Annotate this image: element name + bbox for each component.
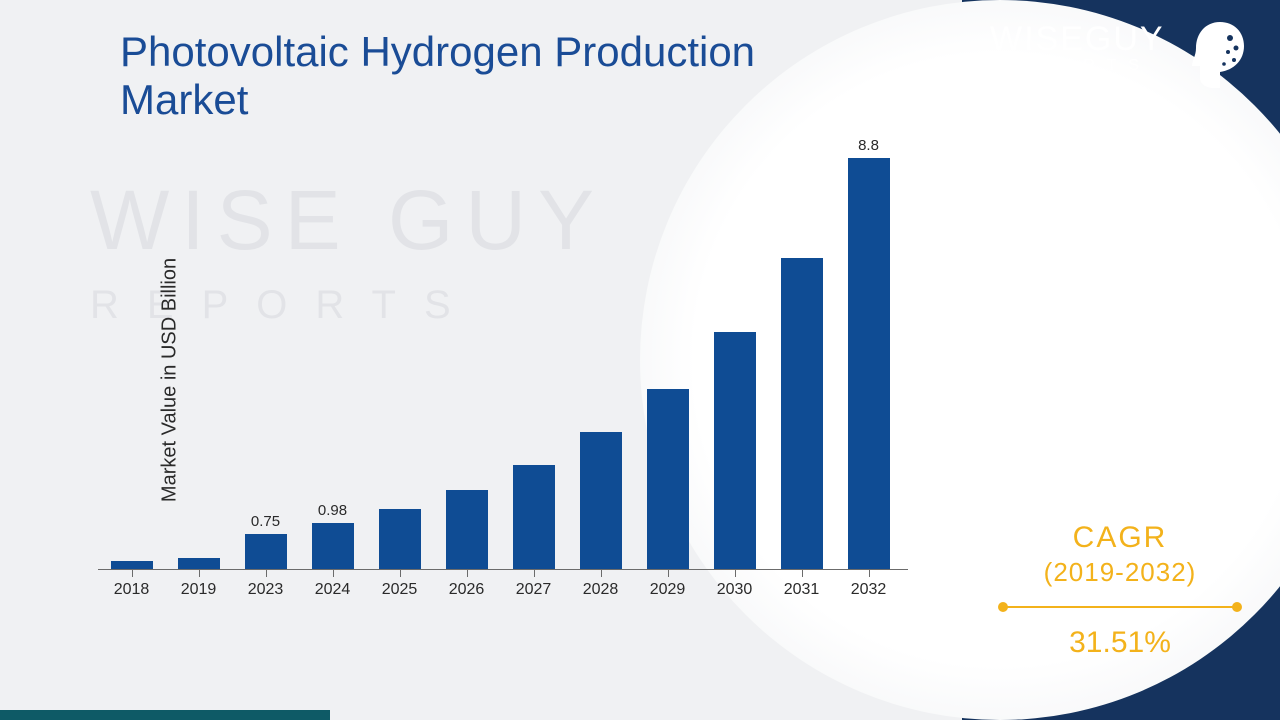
x-axis-label: 2026: [433, 581, 500, 599]
bar: [178, 558, 220, 569]
x-tick: [199, 569, 200, 577]
x-tick: [400, 569, 401, 577]
bar: [446, 490, 488, 569]
bar-group: 2031: [768, 149, 835, 569]
x-axis-label: 2023: [232, 581, 299, 599]
x-tick: [132, 569, 133, 577]
bar: [312, 523, 354, 569]
bar: [111, 561, 153, 569]
x-axis-label: 2027: [500, 581, 567, 599]
bar-group: 2030: [701, 149, 768, 569]
cagr-divider: [1003, 606, 1237, 608]
x-tick: [668, 569, 669, 577]
brand-logo: WISEGUY REPORTS: [990, 20, 1250, 75]
bar-group: 2028: [567, 149, 634, 569]
x-axis-label: 2029: [634, 581, 701, 599]
x-axis-label: 2025: [366, 581, 433, 599]
bar-value-label: 0.75: [232, 513, 299, 530]
x-tick: [802, 569, 803, 577]
bar: [245, 534, 287, 569]
bar: [580, 432, 622, 569]
x-tick: [266, 569, 267, 577]
bar-group: 0.982024: [299, 149, 366, 569]
bar: [781, 258, 823, 569]
x-tick: [467, 569, 468, 577]
x-axis-label: 2019: [165, 581, 232, 599]
x-axis-label: 2030: [701, 581, 768, 599]
cagr-block: CAGR (2019-2032) 31.51%: [985, 521, 1255, 660]
bar-group: 2019: [165, 149, 232, 569]
bar: [379, 509, 421, 569]
bar-group: 0.752023: [232, 149, 299, 569]
x-axis-label: 2032: [835, 581, 902, 599]
chart-title: Photovoltaic Hydrogen Production Market: [120, 28, 880, 125]
bar-group: 2027: [500, 149, 567, 569]
x-axis-label: 2028: [567, 581, 634, 599]
x-tick: [534, 569, 535, 577]
bar: [647, 389, 689, 569]
bar: [848, 158, 890, 569]
canvas: WISE GUY REPORTS Photovoltaic Hydrogen P…: [0, 0, 1280, 720]
bottom-accent-strip: [0, 710, 330, 720]
cagr-label: CAGR: [985, 521, 1255, 555]
plot-area: 201820190.7520230.9820242025202620272028…: [98, 150, 908, 570]
cagr-value: 31.51%: [985, 626, 1255, 660]
bar-value-label: 0.98: [299, 502, 366, 519]
bar-group: 8.82032: [835, 149, 902, 569]
bar-value-label: 8.8: [835, 137, 902, 154]
x-axis-label: 2024: [299, 581, 366, 599]
brand-head-icon: [1190, 20, 1250, 90]
bar-chart: Market Value in USD Billion 201820190.75…: [88, 150, 908, 610]
bar: [513, 465, 555, 569]
bar: [714, 332, 756, 569]
x-tick: [735, 569, 736, 577]
x-axis-label: 2018: [98, 581, 165, 599]
bar-group: 2018: [98, 149, 165, 569]
x-axis-label: 2031: [768, 581, 835, 599]
bar-group: 2025: [366, 149, 433, 569]
x-tick: [333, 569, 334, 577]
x-tick: [869, 569, 870, 577]
bar-group: 2026: [433, 149, 500, 569]
cagr-period: (2019-2032): [985, 557, 1255, 588]
bar-group: 2029: [634, 149, 701, 569]
x-tick: [601, 569, 602, 577]
